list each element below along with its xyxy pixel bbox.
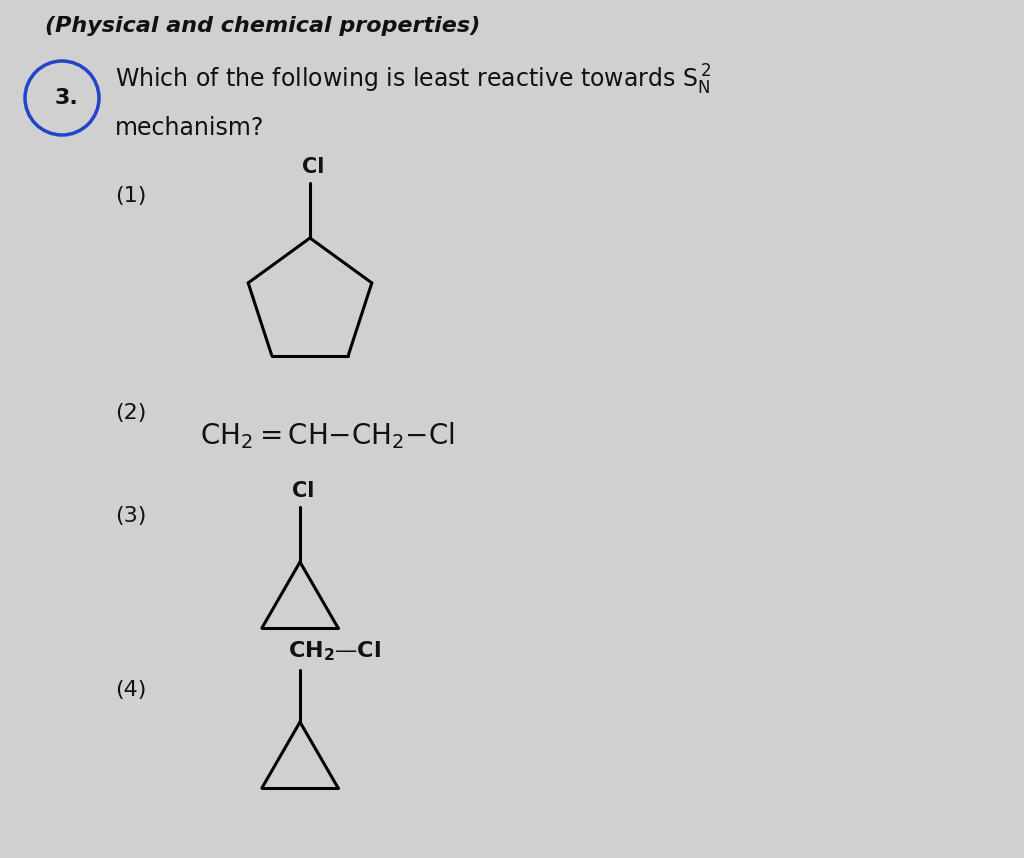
Text: Cl: Cl [302,157,325,177]
Text: (Physical and chemical properties): (Physical and chemical properties) [45,16,480,36]
Text: (3): (3) [115,506,146,526]
Text: (4): (4) [115,680,146,700]
Text: Which of the following is least reactive towards $\mathregular{S_N^{\,2}}$: Which of the following is least reactive… [115,63,711,97]
Text: (2): (2) [115,403,146,423]
Text: $\mathregular{CH_2}$—Cl: $\mathregular{CH_2}$—Cl [288,639,381,663]
Text: (1): (1) [115,186,146,206]
Text: 3.: 3. [55,88,79,108]
Text: $\mathregular{CH_2{=}CH{-}CH_2{-}Cl}$: $\mathregular{CH_2{=}CH{-}CH_2{-}Cl}$ [200,420,455,451]
Text: mechanism?: mechanism? [115,116,264,140]
Text: Cl: Cl [292,481,314,501]
